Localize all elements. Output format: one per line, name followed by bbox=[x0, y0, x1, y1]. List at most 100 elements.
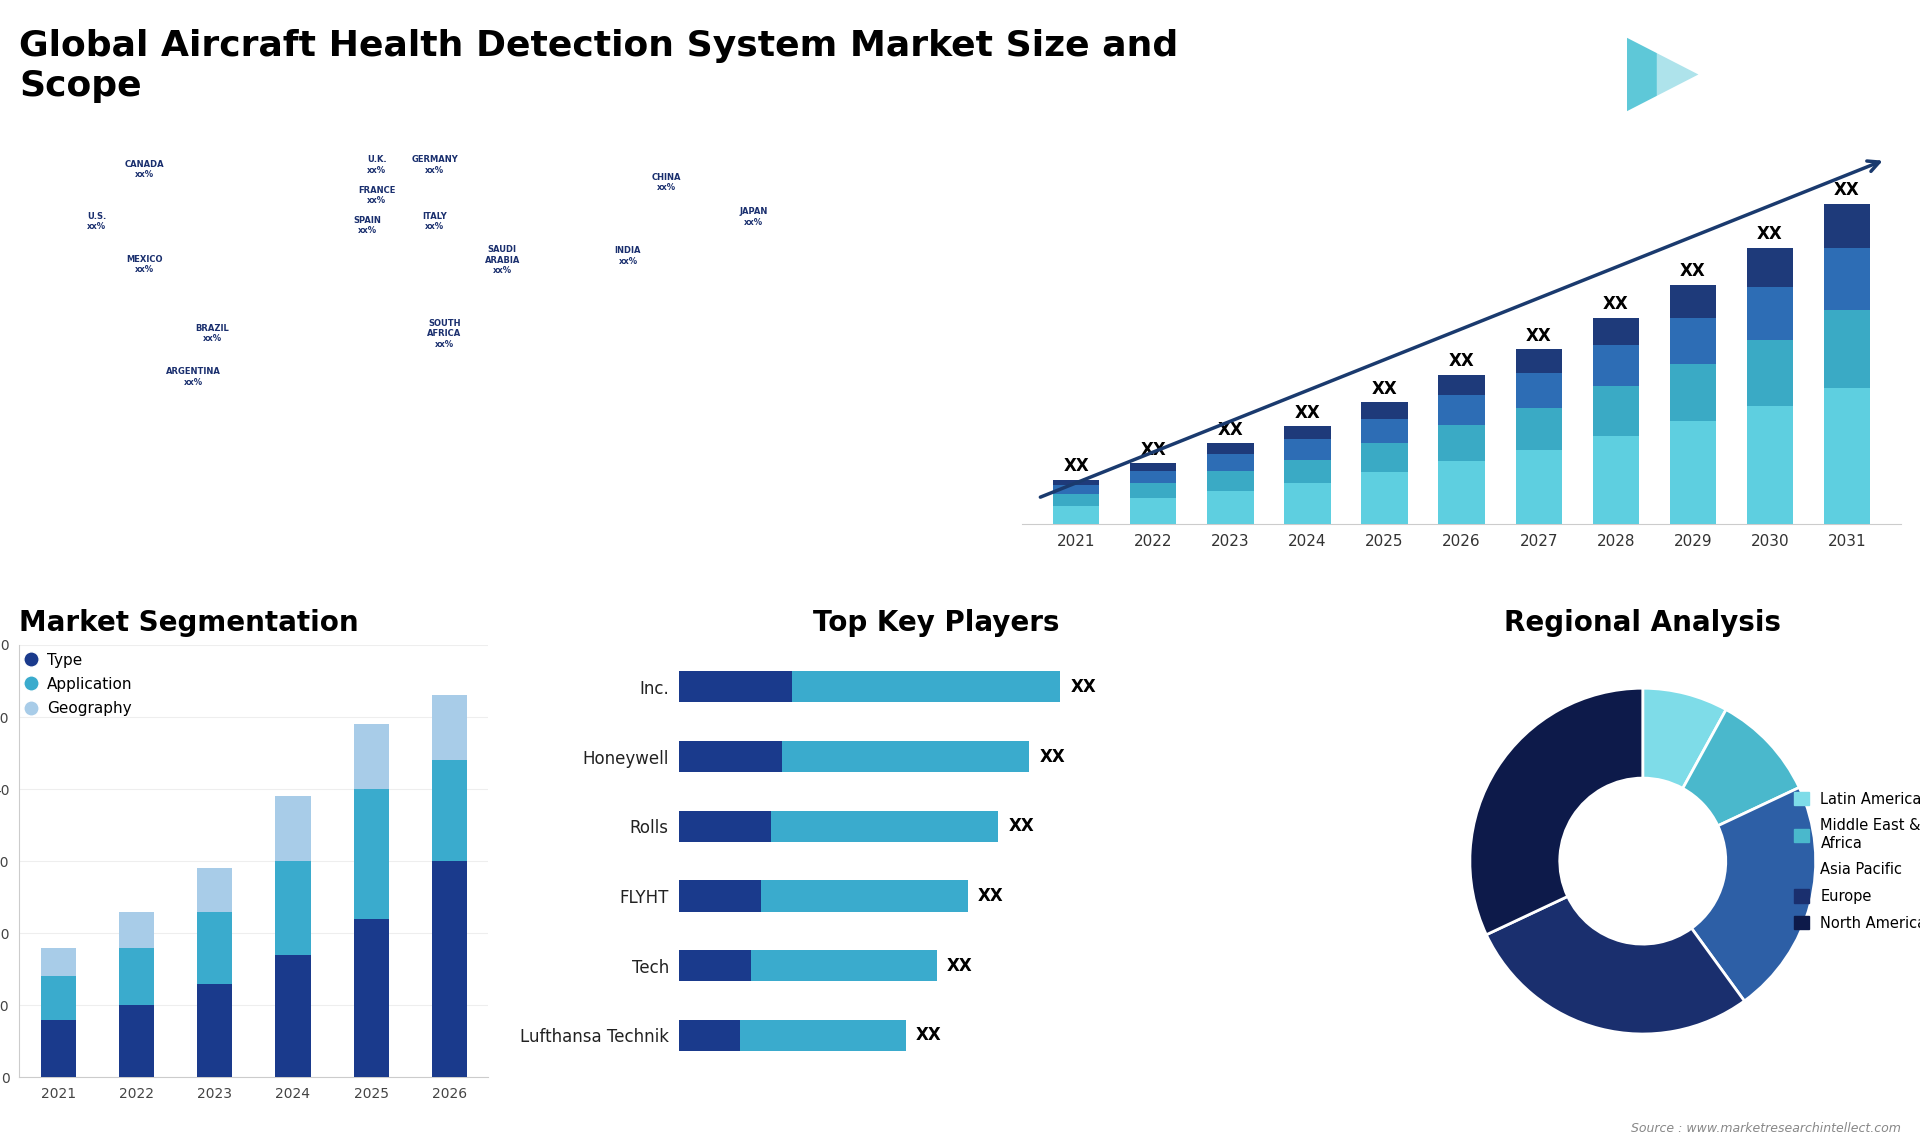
Bar bbox=[1592, 435, 1640, 524]
Text: XX: XX bbox=[1680, 262, 1705, 281]
Text: Global Aircraft Health Detection System Market Size and
Scope: Global Aircraft Health Detection System … bbox=[19, 29, 1179, 103]
Bar bbox=[40, 948, 75, 976]
Bar bbox=[1208, 471, 1254, 490]
Bar bbox=[1284, 426, 1331, 439]
Text: XX: XX bbox=[1757, 226, 1782, 243]
Text: CHINA
xx%: CHINA xx% bbox=[653, 173, 682, 193]
Bar bbox=[1747, 406, 1793, 524]
Bar bbox=[198, 983, 232, 1077]
Bar bbox=[275, 796, 311, 861]
Bar bbox=[1438, 375, 1484, 395]
Bar bbox=[1670, 317, 1716, 363]
Polygon shape bbox=[1626, 38, 1699, 111]
Bar bbox=[1747, 340, 1793, 406]
Bar bbox=[1670, 421, 1716, 524]
Bar bbox=[678, 740, 781, 772]
Text: XX: XX bbox=[1071, 677, 1096, 696]
Bar bbox=[275, 955, 311, 1077]
Text: XX: XX bbox=[1217, 421, 1244, 439]
Bar bbox=[1515, 350, 1561, 374]
Text: SAUDI
ARABIA
xx%: SAUDI ARABIA xx% bbox=[484, 245, 520, 275]
Text: XX: XX bbox=[916, 1027, 941, 1044]
Text: MARKET: MARKET bbox=[1740, 42, 1795, 56]
Bar bbox=[1438, 424, 1484, 462]
Text: BRAZIL
xx%: BRAZIL xx% bbox=[196, 324, 228, 344]
Bar bbox=[1208, 444, 1254, 454]
Bar bbox=[1670, 284, 1716, 317]
Bar bbox=[678, 672, 793, 702]
Text: XX: XX bbox=[1450, 353, 1475, 370]
Text: XX: XX bbox=[1834, 181, 1860, 199]
Text: U.K.
xx%: U.K. xx% bbox=[367, 156, 386, 175]
Circle shape bbox=[1559, 778, 1726, 944]
Bar bbox=[760, 880, 968, 912]
Bar bbox=[1208, 454, 1254, 471]
Bar bbox=[1054, 505, 1100, 524]
Legend: Latin America, Middle East &
Africa, Asia Pacific, Europe, North America: Latin America, Middle East & Africa, Asi… bbox=[1788, 786, 1920, 936]
Text: ARGENTINA
xx%: ARGENTINA xx% bbox=[165, 367, 221, 386]
Bar bbox=[1054, 480, 1100, 485]
Text: ITALY
xx%: ITALY xx% bbox=[422, 212, 447, 231]
Bar bbox=[678, 810, 772, 842]
Bar bbox=[678, 1020, 741, 1051]
Bar bbox=[198, 911, 232, 983]
Text: XX: XX bbox=[947, 957, 973, 975]
Bar bbox=[1361, 419, 1407, 444]
Text: INDIA
xx%: INDIA xx% bbox=[614, 246, 641, 266]
Bar bbox=[1824, 204, 1870, 248]
Bar bbox=[1747, 286, 1793, 340]
Text: XX: XX bbox=[1371, 380, 1398, 398]
Bar bbox=[40, 1020, 75, 1077]
Bar bbox=[1284, 439, 1331, 460]
Bar bbox=[1592, 386, 1640, 435]
Title: Regional Analysis: Regional Analysis bbox=[1503, 609, 1782, 637]
Bar bbox=[678, 950, 751, 981]
Text: RESEARCH: RESEARCH bbox=[1732, 70, 1803, 84]
Text: XX: XX bbox=[1008, 817, 1035, 835]
Bar bbox=[275, 861, 311, 955]
Bar bbox=[353, 919, 388, 1077]
Bar bbox=[40, 976, 75, 1020]
Bar bbox=[1361, 444, 1407, 472]
Bar bbox=[1824, 311, 1870, 387]
Wedge shape bbox=[1471, 689, 1644, 935]
Text: Market Segmentation: Market Segmentation bbox=[19, 609, 359, 637]
Text: XX: XX bbox=[1041, 747, 1066, 766]
Text: CANADA
xx%: CANADA xx% bbox=[125, 159, 165, 179]
Bar bbox=[119, 1005, 154, 1077]
Text: XX: XX bbox=[1603, 296, 1628, 313]
Bar bbox=[1824, 387, 1870, 524]
Bar bbox=[741, 1020, 906, 1051]
Text: GERMANY
xx%: GERMANY xx% bbox=[411, 156, 459, 175]
Bar bbox=[432, 861, 467, 1077]
Bar bbox=[198, 869, 232, 911]
Text: MEXICO
xx%: MEXICO xx% bbox=[127, 254, 163, 274]
Bar bbox=[353, 724, 388, 790]
Bar bbox=[751, 950, 937, 981]
Text: SOUTH
AFRICA
xx%: SOUTH AFRICA xx% bbox=[428, 319, 461, 348]
Bar bbox=[1361, 472, 1407, 524]
Text: JAPAN
xx%: JAPAN xx% bbox=[739, 207, 768, 227]
Bar bbox=[1747, 248, 1793, 286]
Bar bbox=[1592, 317, 1640, 345]
Text: SPAIN
xx%: SPAIN xx% bbox=[353, 215, 380, 235]
Bar bbox=[1515, 374, 1561, 408]
Bar bbox=[781, 740, 1029, 772]
Wedge shape bbox=[1682, 709, 1799, 826]
Wedge shape bbox=[1644, 689, 1726, 788]
Bar bbox=[1131, 499, 1177, 524]
Text: XX: XX bbox=[977, 887, 1004, 905]
Wedge shape bbox=[1692, 787, 1816, 1000]
Bar bbox=[353, 790, 388, 919]
Bar bbox=[793, 672, 1060, 702]
Bar bbox=[1824, 248, 1870, 311]
Bar bbox=[1670, 363, 1716, 421]
Text: U.S.
xx%: U.S. xx% bbox=[86, 212, 106, 231]
Bar bbox=[1438, 462, 1484, 524]
Text: XX: XX bbox=[1526, 327, 1551, 345]
Bar bbox=[1131, 471, 1177, 484]
Text: XX: XX bbox=[1294, 405, 1321, 422]
Bar bbox=[1515, 408, 1561, 450]
Title: Top Key Players: Top Key Players bbox=[814, 609, 1060, 637]
Bar bbox=[432, 696, 467, 760]
